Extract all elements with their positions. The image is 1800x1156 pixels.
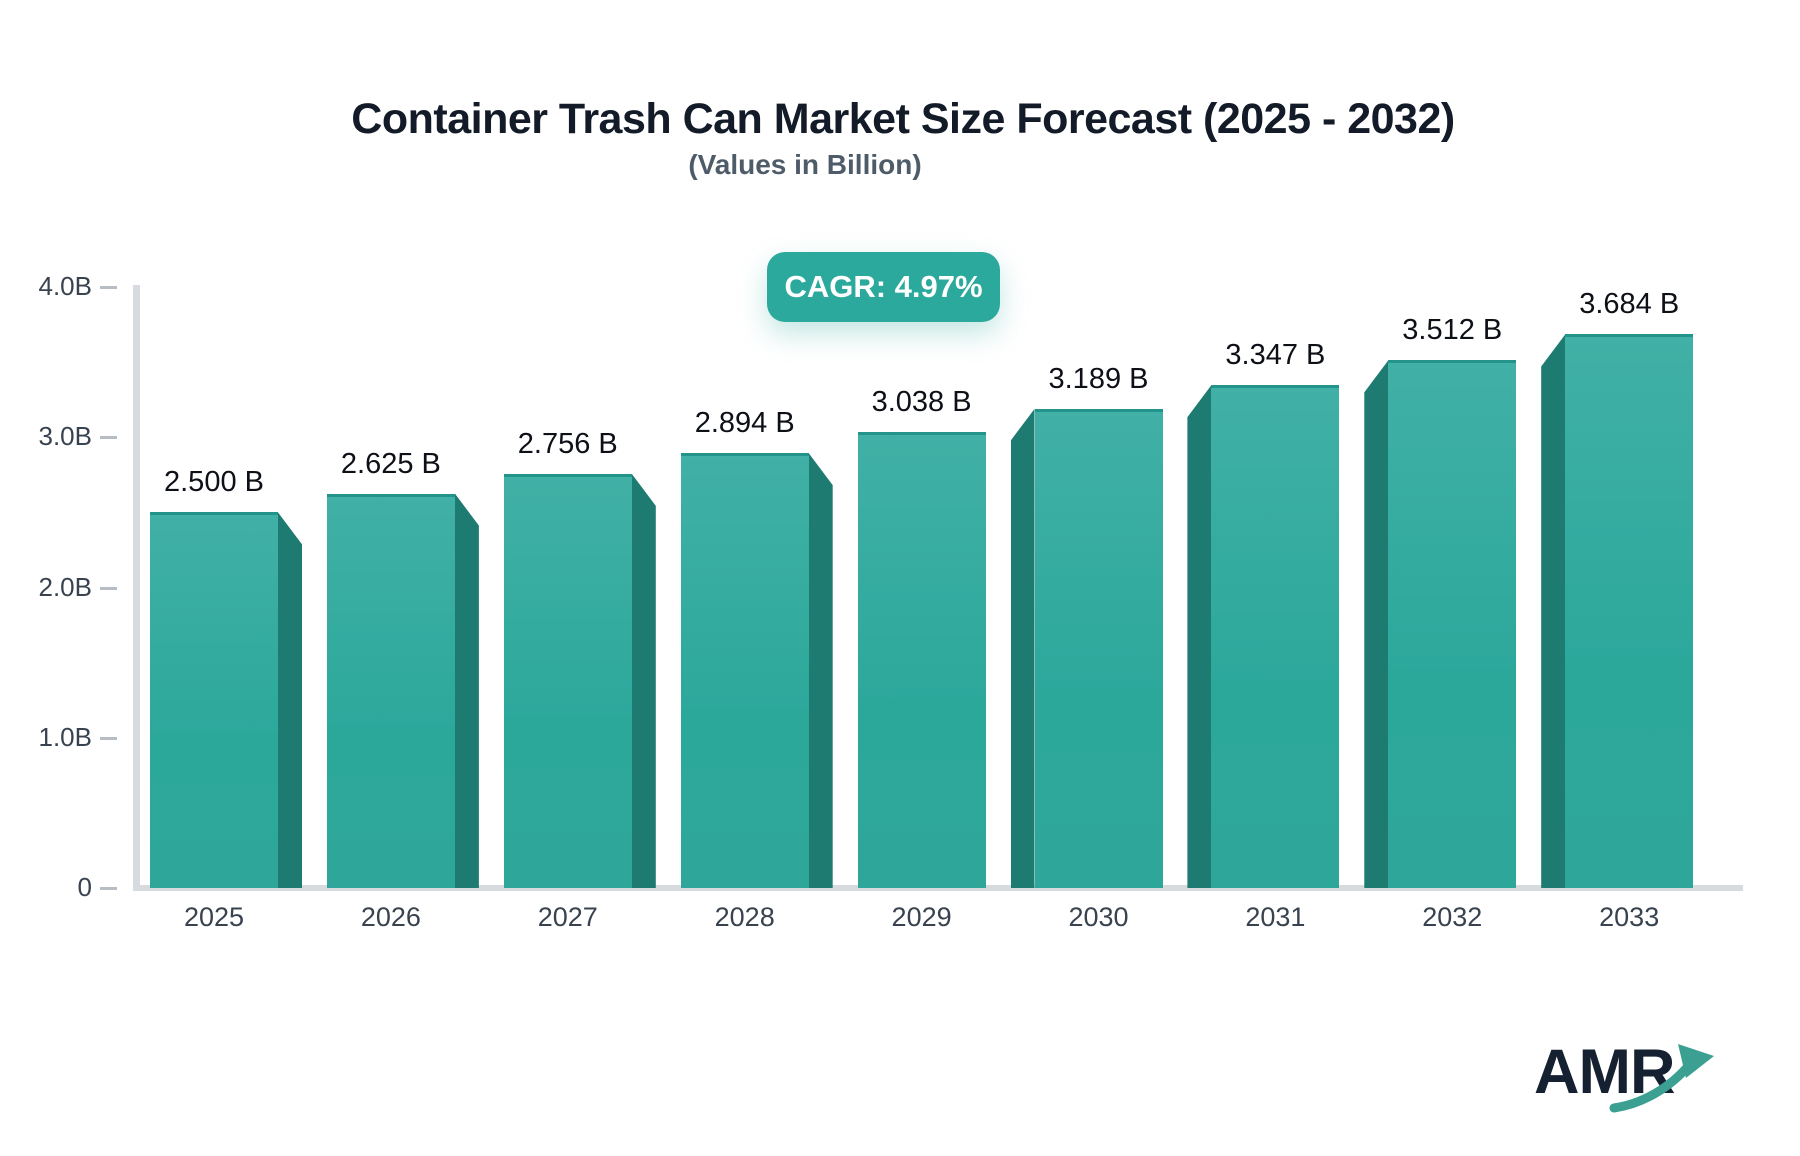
bar-face xyxy=(1565,334,1694,888)
bar-value-label: 2.894 B xyxy=(694,407,795,440)
y-axis-label: 4.0B xyxy=(38,271,93,301)
cagr-badge: CAGR: 4.97% xyxy=(767,252,1000,322)
x-axis-label: 2026 xyxy=(360,902,421,932)
bar-side-panel xyxy=(1364,360,1389,888)
y-axis-tick xyxy=(100,286,117,289)
y-axis-tick xyxy=(100,436,117,440)
y-axis-label: 3.0B xyxy=(38,421,93,452)
x-axis-label: 2030 xyxy=(1068,902,1129,932)
bar-side-panel xyxy=(454,493,479,888)
y-axis-label: 1.0B xyxy=(38,721,93,752)
bar-value-label: 2.756 B xyxy=(517,427,618,460)
y-axis-line xyxy=(133,285,140,888)
bar-side-panel xyxy=(631,473,656,888)
x-axis-label: 2027 xyxy=(537,902,598,932)
bar-side-panel xyxy=(1541,334,1566,888)
bar-face xyxy=(1211,385,1340,888)
x-axis-label: 2032 xyxy=(1422,902,1483,932)
bar-value-label: 3.512 B xyxy=(1402,314,1503,347)
bar-value-label: 3.038 B xyxy=(871,385,972,418)
bar-side-panel xyxy=(278,512,302,888)
bar-value-label: 3.189 B xyxy=(1048,362,1149,395)
bar-value-label: 3.684 B xyxy=(1579,288,1680,321)
y-axis-tick xyxy=(100,887,117,890)
bar-face xyxy=(326,493,455,888)
chart-title: Container Trash Can Market Size Forecast… xyxy=(351,95,1455,143)
amr-logo: AMR xyxy=(1520,1028,1740,1128)
x-axis-label: 2033 xyxy=(1599,902,1660,932)
growth-arrow-icon xyxy=(1609,1044,1714,1113)
bar-face xyxy=(1034,408,1163,888)
y-axis-label: 2.0B xyxy=(38,571,93,602)
y-axis-tick xyxy=(100,586,117,590)
bar-face xyxy=(150,512,278,888)
chart-subtitle: (Values in Billion) xyxy=(688,149,922,180)
x-axis-label: 2031 xyxy=(1245,902,1306,932)
bar-side-panel xyxy=(1010,408,1035,888)
bar-side-panel xyxy=(808,453,833,888)
bar-value-label: 3.347 B xyxy=(1225,339,1326,372)
bar-face xyxy=(503,473,632,888)
y-axis-tick xyxy=(100,736,117,740)
x-axis-label: 2028 xyxy=(714,902,775,932)
bar-side-panel xyxy=(1187,385,1212,888)
bar-face xyxy=(680,453,809,888)
x-axis-baseline xyxy=(133,885,1743,891)
bar-value-label: 2.500 B xyxy=(164,466,264,499)
y-axis-label: 0 xyxy=(77,872,92,902)
bar-face xyxy=(857,431,986,888)
x-axis-label: 2029 xyxy=(891,902,952,932)
x-axis-label: 2025 xyxy=(183,902,245,932)
bar-value-label: 2.625 B xyxy=(340,447,441,480)
bar-face xyxy=(1388,360,1517,888)
cagr-badge-label: CAGR: 4.97% xyxy=(784,269,983,304)
